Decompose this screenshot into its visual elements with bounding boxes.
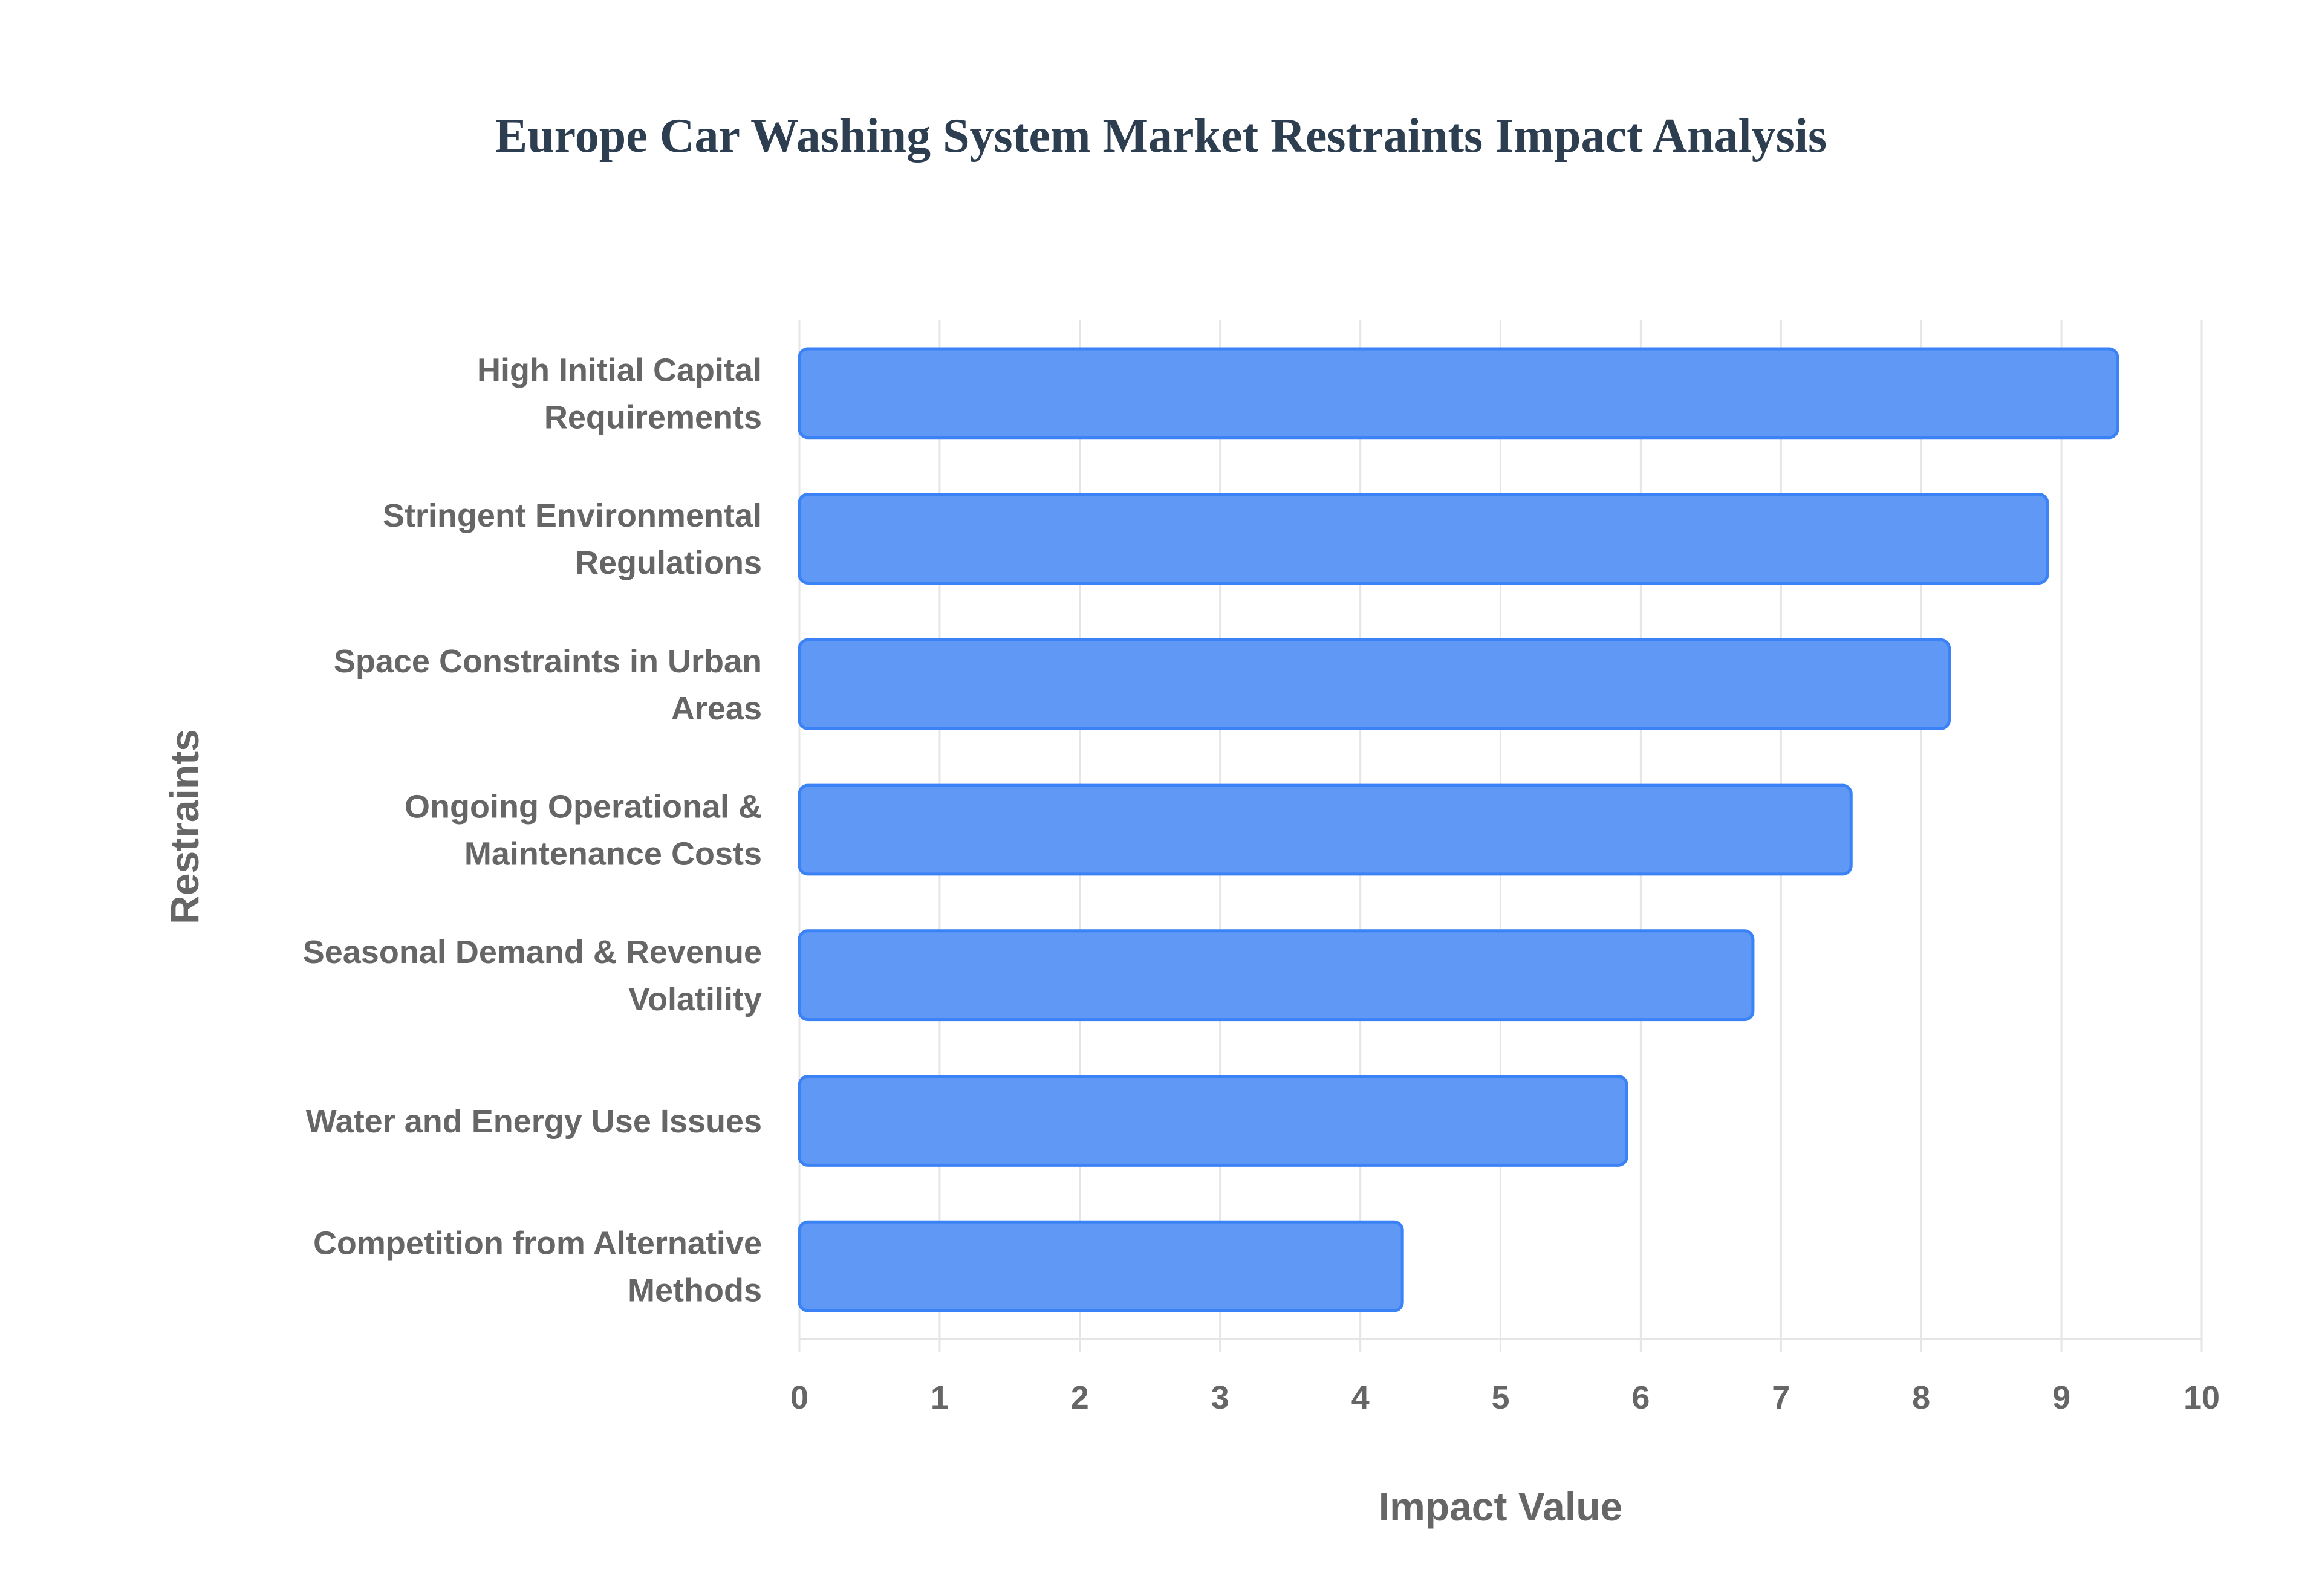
x-tick-label: 10 <box>2184 1380 2220 1416</box>
x-tick-label: 5 <box>1491 1380 1509 1416</box>
category-label: Ongoing Operational & <box>405 789 762 825</box>
bar <box>798 638 1951 730</box>
x-tick-label: 8 <box>1912 1380 1930 1416</box>
category-label: Volatility <box>628 981 762 1017</box>
x-tick-label: 0 <box>790 1380 808 1416</box>
bar <box>798 1075 1628 1167</box>
y-axis-title: Restraints <box>162 729 207 924</box>
x-tick-label: 7 <box>1772 1380 1790 1416</box>
chart-title: Europe Car Washing System Market Restrai… <box>495 109 1827 163</box>
x-axis-title: Impact Value <box>1379 1484 1623 1529</box>
x-tick-label: 1 <box>931 1380 949 1416</box>
category-label: Competition from Alternative <box>313 1225 762 1262</box>
x-tick-label: 9 <box>2052 1380 2070 1416</box>
category-label: Seasonal Demand & Revenue <box>303 934 762 970</box>
x-tick-label: 3 <box>1211 1380 1229 1416</box>
category-label: Maintenance Costs <box>464 836 762 872</box>
bar <box>798 493 2049 585</box>
category-label: Stringent Environmental <box>383 498 762 534</box>
x-tick-label: 2 <box>1071 1380 1089 1416</box>
category-label: Requirements <box>544 399 762 435</box>
category-label: Regulations <box>575 545 762 581</box>
category-label: Methods <box>628 1273 762 1309</box>
bar <box>798 1220 1404 1312</box>
bar <box>798 929 1755 1022</box>
bar <box>798 347 2119 440</box>
category-label: Space Constraints in Urban <box>334 643 762 680</box>
category-label: High Initial Capital <box>477 352 762 388</box>
x-tick-label: 4 <box>1351 1380 1370 1416</box>
x-tick-label: 6 <box>1631 1380 1650 1416</box>
category-label: Water and Energy Use Issues <box>306 1103 762 1140</box>
bar <box>798 783 1853 876</box>
category-label: Areas <box>671 690 762 727</box>
